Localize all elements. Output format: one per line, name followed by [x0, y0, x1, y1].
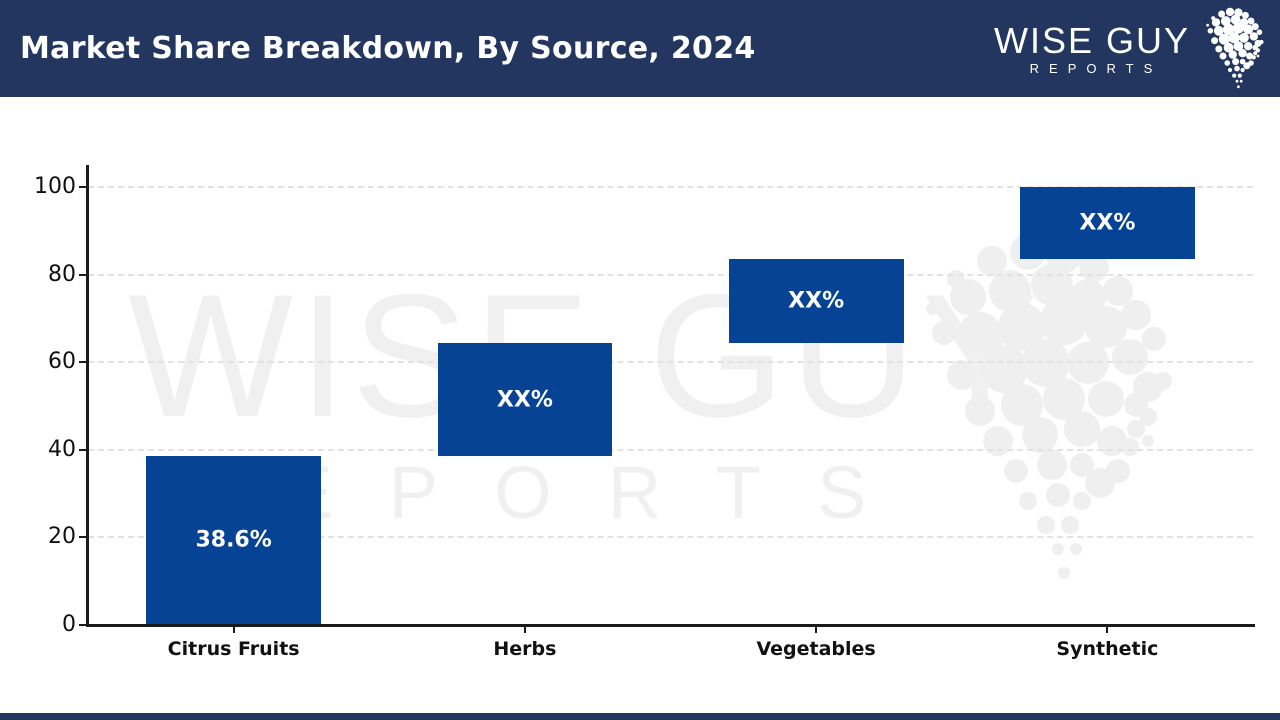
header-banner: Market Share Breakdown, By Source, 2024 … — [0, 0, 1280, 97]
x-tickmark-citrus-fruits — [232, 626, 235, 633]
y-tickmark-80 — [79, 273, 87, 276]
bar-value-label-vegetables: XX% — [788, 288, 845, 314]
gridline-80 — [88, 273, 1253, 276]
brand-logo: WISE GUY REPORTS — [994, 7, 1268, 91]
y-tickmark-60 — [79, 361, 87, 364]
bar-citrus-fruits — [146, 455, 321, 625]
x-tickmark-synthetic — [1106, 626, 1109, 633]
gridline-40 — [88, 448, 1253, 451]
y-tickmark-20 — [79, 536, 87, 539]
footer-strip — [0, 713, 1280, 720]
y-tick-label-100: 100 — [34, 174, 76, 199]
bar-herbs — [437, 343, 613, 456]
bar-value-label-synthetic: XX% — [1079, 210, 1136, 236]
gridline-20 — [88, 536, 1253, 539]
brand-head-icon — [1192, 7, 1268, 91]
bar-synthetic — [1020, 187, 1195, 259]
y-tick-label-80: 80 — [48, 261, 76, 287]
gridline-60 — [88, 361, 1253, 364]
brand-subtext: REPORTS — [1029, 60, 1163, 76]
y-tick-label-60: 60 — [48, 349, 76, 375]
page-title: Market Share Breakdown, By Source, 2024 — [20, 31, 756, 66]
bar-value-label-citrus-fruits: 38.6% — [195, 527, 272, 553]
x-category-label-herbs: Herbs — [493, 638, 557, 660]
x-tickmark-herbs — [523, 626, 526, 633]
y-tick-label-0: 0 — [62, 612, 76, 637]
x-category-label-synthetic: Synthetic — [1056, 638, 1159, 660]
y-tick-label-20: 20 — [48, 524, 76, 550]
bar-vegetables — [728, 258, 904, 344]
brand-logo-text: WISE GUY REPORTS — [993, 19, 1190, 76]
x-category-label-citrus-fruits: Citrus Fruits — [167, 638, 300, 660]
x-tickmark-vegetables — [815, 626, 818, 633]
x-axis-spine — [86, 624, 1255, 627]
y-tickmark-100 — [79, 186, 87, 188]
y-tick-label-40: 40 — [48, 436, 76, 462]
gridline-100 — [88, 186, 1253, 188]
y-tickmark-0 — [79, 624, 87, 626]
y-axis-spine — [86, 165, 89, 627]
y-tickmark-40 — [79, 448, 87, 451]
x-category-label-vegetables: Vegetables — [756, 638, 876, 660]
brand-wordmark: WISE GUY — [993, 19, 1190, 61]
bar-value-label-herbs: XX% — [496, 387, 553, 413]
